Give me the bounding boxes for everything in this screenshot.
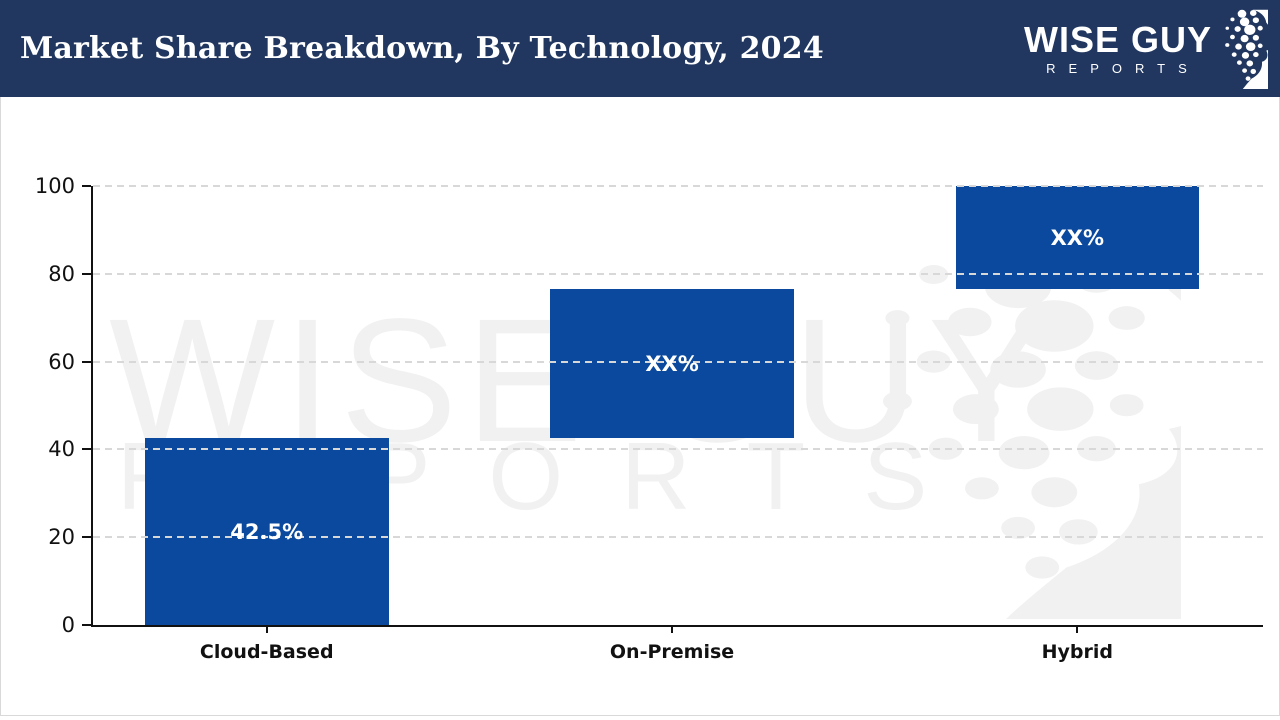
logo-subtext: REPORTS: [1046, 61, 1200, 76]
y-tick-label: 40: [48, 437, 75, 462]
brand-logo: WISE GUY REPORTS: [1024, 5, 1268, 92]
y-tick-label: 80: [48, 261, 75, 286]
y-tick: [82, 448, 91, 451]
y-tick-label: 60: [48, 349, 75, 374]
y-tick-label: 100: [34, 174, 75, 198]
logo-face-icon: [1225, 9, 1268, 89]
gridline: [93, 272, 1263, 275]
gridline: [93, 185, 1263, 187]
x-tick: [1076, 625, 1079, 633]
x-axis-label: Hybrid: [1041, 641, 1113, 663]
y-tick: [82, 624, 91, 626]
gridline: [93, 536, 1263, 539]
gridline: [93, 360, 1263, 363]
y-tick: [82, 360, 91, 363]
y-tick: [82, 536, 91, 539]
x-axis-label: On-Premise: [609, 641, 735, 663]
y-tick-label: 20: [48, 525, 75, 550]
bar: XX%: [550, 289, 794, 439]
bar: 42.5%: [144, 438, 389, 625]
y-tick: [82, 272, 91, 275]
y-tick: [82, 185, 91, 187]
bar-value-label: XX%: [645, 351, 699, 376]
page-title: Market Share Breakdown, By Technology, 2…: [20, 31, 824, 66]
x-axis-label: Cloud-Based: [199, 641, 334, 663]
bar-value-label: XX%: [1050, 225, 1105, 250]
logo-wordmark: WISE GUY: [1023, 19, 1212, 60]
header-bar: Market Share Breakdown, By Technology, 2…: [0, 0, 1280, 97]
y-tick-label: 0: [61, 613, 75, 637]
x-tick: [671, 625, 674, 633]
x-tick: [265, 625, 268, 633]
gridline: [93, 448, 1263, 451]
bar-value-label: 42.5%: [230, 519, 304, 544]
bar-chart: 0 20 40 60 80 100 42.5% Cloud-Based XX% On-Premis…: [35, 174, 1263, 663]
bar: XX%: [955, 186, 1200, 290]
brand-logo-text: WISE GUY REPORTS: [1023, 19, 1212, 76]
chart-card: WISE GUY REPORTS 0 20 40 60 80 100 42.5% Cloud-…: [0, 97, 1280, 716]
